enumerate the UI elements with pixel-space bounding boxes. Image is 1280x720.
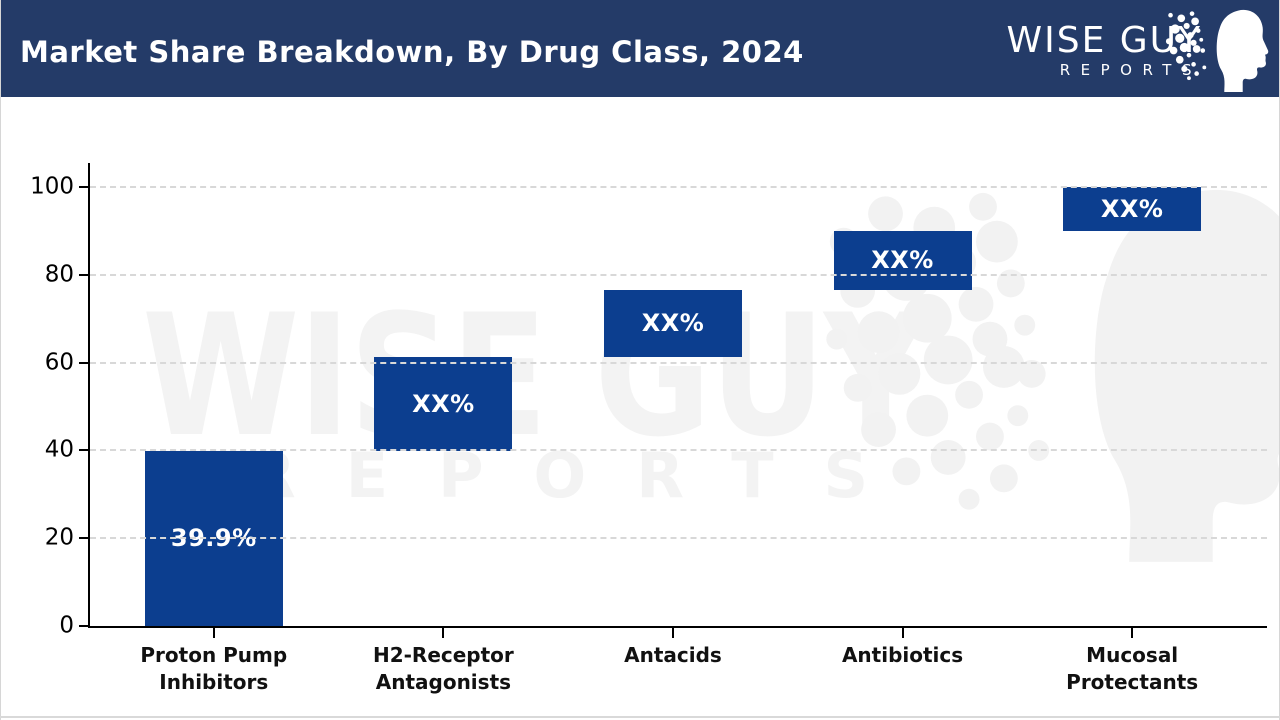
y-axis-tick-label: 60: [44, 349, 74, 376]
bar-segment: XX%: [1063, 187, 1202, 232]
y-axis-tick-label: 0: [59, 612, 74, 639]
y-axis-tick: [79, 537, 88, 540]
y-axis-tick-label: 100: [30, 173, 74, 200]
plot-area: 39.9% Proton Pump Inhibitors XX% H2-Recepto…: [30, 163, 1267, 694]
x-axis-tick: [212, 628, 215, 638]
logo-text: WISE GUY REPORTS: [1007, 19, 1203, 78]
category-slot: XX% Antibiotics: [788, 163, 1018, 667]
gridline: [90, 537, 1267, 540]
gridline: [90, 186, 1267, 189]
gridline: [90, 449, 1267, 452]
x-axis-tick: [901, 628, 904, 638]
gridline: [90, 361, 1267, 364]
x-category-label: Antacids: [624, 643, 722, 667]
x-category-label: Antibiotics: [841, 643, 964, 667]
x-axis-tick: [442, 628, 445, 638]
wiseguy-logo: WISE GUY REPORTS: [1007, 0, 1279, 97]
logo-wordmark: WISE GUY: [1006, 20, 1202, 61]
bar-segment: XX%: [833, 231, 972, 290]
x-category-label: H2-Receptor Antagonists: [372, 643, 514, 694]
bar-value-label: XX%: [412, 389, 475, 418]
x-axis-tick: [671, 628, 674, 638]
category-slot: XX% Mucosal Protectants: [1017, 163, 1247, 694]
category-slot: 39.9% Proton Pump Inhibitors: [99, 163, 329, 694]
bar-segment: XX%: [374, 357, 513, 451]
bar-segment: XX%: [603, 289, 742, 357]
category-slots: 39.9% Proton Pump Inhibitors XX% H2-Recepto…: [99, 163, 1247, 694]
bar-value-label: XX%: [641, 309, 705, 338]
y-axis-tick-label: 80: [44, 261, 74, 288]
bar-value-label: XX%: [871, 246, 934, 275]
logo-tagline: REPORTS: [1059, 61, 1202, 79]
bottom-divider: [0, 716, 1280, 718]
page-title: Market Share Breakdown, By Drug Class, 2…: [20, 34, 804, 69]
y-axis-tick-label: 20: [44, 524, 74, 551]
gridline: [90, 273, 1267, 276]
category-slot: XX% H2-Receptor Antagonists: [329, 163, 559, 694]
category-slot: XX% Antacids: [558, 163, 788, 667]
x-axis-tick: [1131, 628, 1134, 638]
y-axis-tick: [79, 186, 88, 189]
x-category-label: Mucosal Protectants: [1066, 643, 1199, 694]
bar-value-label: XX%: [1100, 195, 1164, 224]
y-axis-tick: [79, 273, 88, 276]
y-axis-tick: [79, 625, 88, 627]
logo-face-icon: [1165, 9, 1269, 92]
x-category-label: Proton Pump Inhibitors: [140, 643, 288, 694]
y-axis-tick-label: 40: [44, 436, 74, 463]
y-axis-tick: [79, 449, 88, 452]
y-axis-tick: [79, 361, 88, 364]
header-bar: Market Share Breakdown, By Drug Class, 2…: [0, 0, 1280, 97]
